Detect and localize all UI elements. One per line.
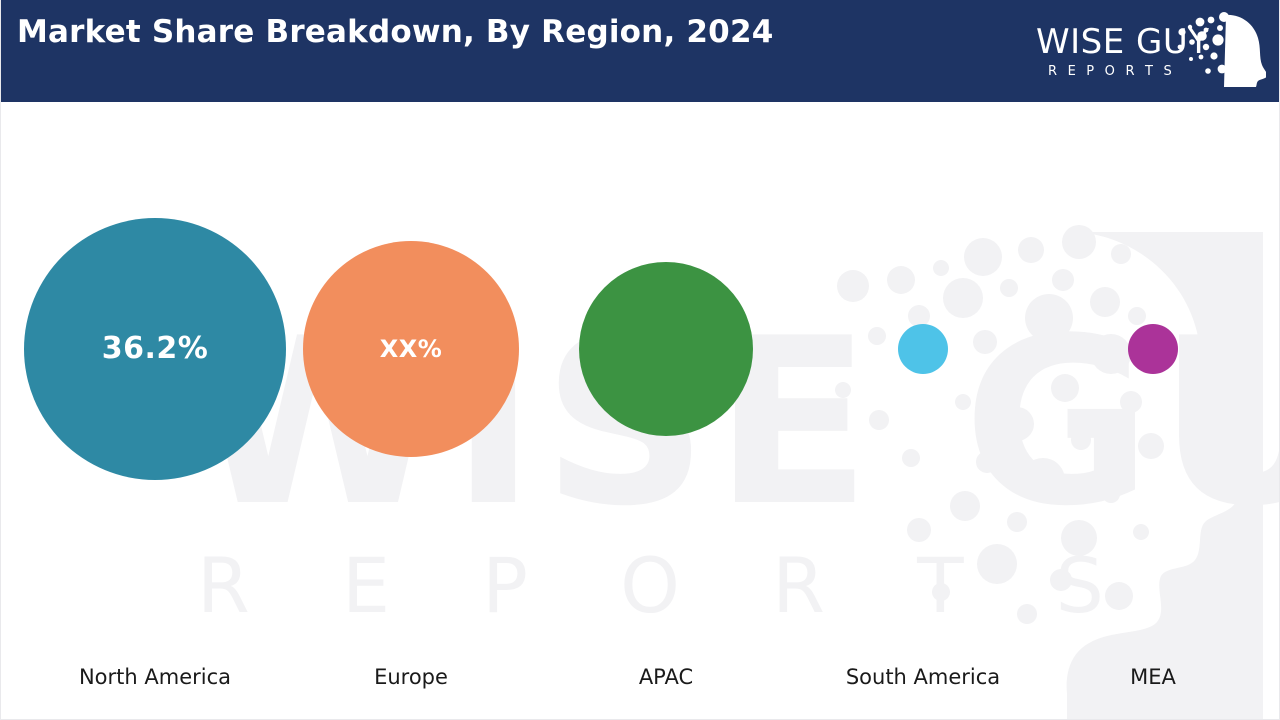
bubble-plot: 36.2% XX%: [1, 102, 1279, 719]
bubble-south-america[interactable]: [898, 324, 948, 374]
category-label-north-america: North America: [78, 665, 232, 689]
wise-guy-reports-logo: WISE GUY R E P O R T S: [1036, 12, 1266, 87]
category-label-mea: MEA: [1130, 665, 1176, 689]
bubble-value-north-america: 36.2%: [101, 331, 209, 366]
page-title: Market Share Breakdown, By Region, 2024: [17, 14, 774, 50]
bubble-mea[interactable]: [1128, 324, 1178, 374]
bubble-value-europe: XX%: [379, 335, 443, 363]
category-axis-labels: North America Europe APAC South America …: [1, 663, 1279, 707]
logo-wordmark-line1: WISE GUY: [1036, 22, 1210, 62]
bubble-apac[interactable]: [579, 262, 753, 436]
category-label-apac: APAC: [638, 665, 694, 689]
logo-wordmark-line2: R E P O R T S: [1048, 64, 1175, 79]
category-label-south-america: South America: [845, 665, 1001, 689]
bubble-europe[interactable]: XX%: [303, 241, 519, 457]
category-label-europe: Europe: [374, 665, 448, 689]
bubble-north-america[interactable]: 36.2%: [24, 218, 286, 480]
header-bar: Market Share Breakdown, By Region, 2024 …: [1, 0, 1279, 102]
logo-head-icon: [1177, 12, 1266, 87]
